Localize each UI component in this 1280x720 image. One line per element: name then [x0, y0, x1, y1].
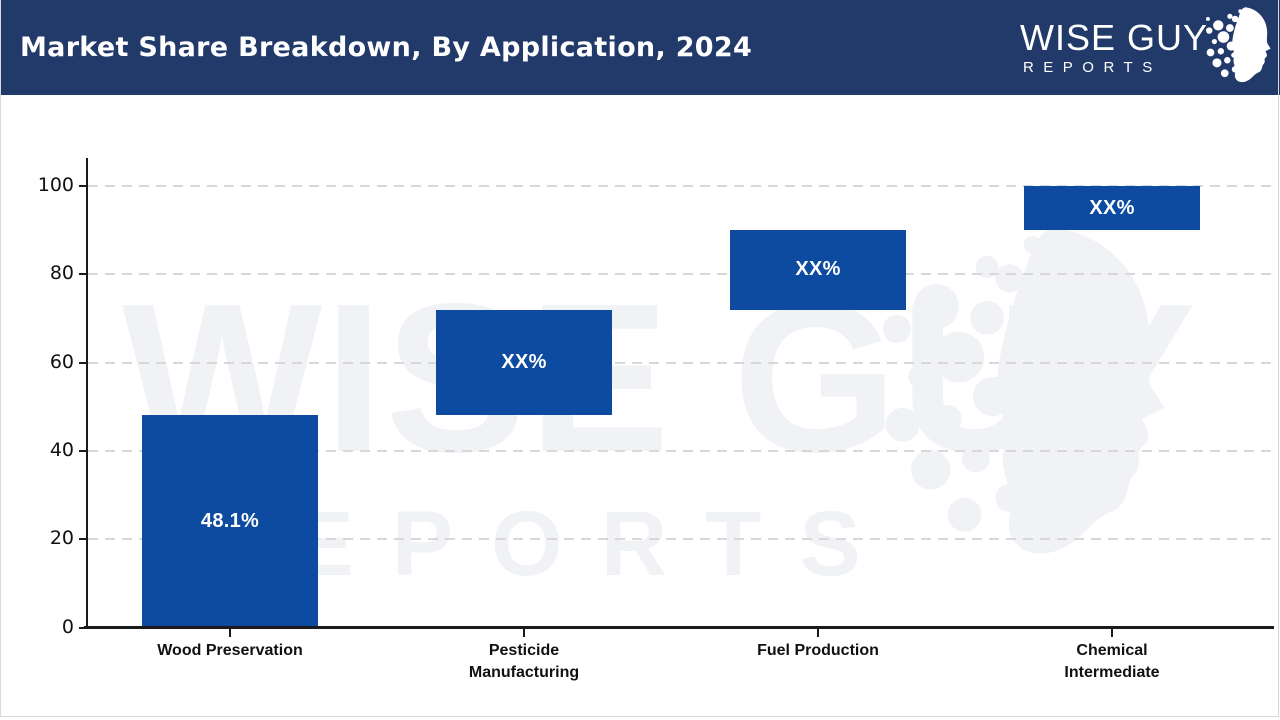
y-tick-label: 100	[37, 174, 74, 196]
gridline	[88, 185, 1272, 187]
gridline	[88, 538, 1272, 541]
x-tick-mark	[1111, 629, 1113, 637]
header: Market Share Breakdown, By Application, …	[0, 0, 1280, 95]
gridline	[88, 449, 1272, 452]
y-tick-label: 40	[49, 438, 74, 461]
bar: XX%	[730, 230, 906, 310]
y-tick-mark	[79, 449, 86, 452]
bar-value-label: XX%	[1089, 196, 1135, 219]
y-tick-label: 60	[49, 350, 74, 373]
x-tick-mark	[817, 629, 819, 637]
logo-head-icon	[1205, 7, 1271, 83]
logo-line1: WISE GUY	[1019, 17, 1208, 58]
bar-value-label: XX%	[795, 258, 841, 281]
y-tick-mark	[79, 361, 86, 364]
page-title: Market Share Breakdown, By Application, …	[20, 32, 753, 63]
x-tick-mark	[229, 629, 231, 637]
category-label: Pesticide Manufacturing	[468, 642, 580, 681]
gridline	[88, 273, 1272, 276]
y-tick-label: 20	[49, 527, 74, 550]
bar: XX%	[436, 309, 612, 416]
category-label: Chemical Intermediate	[1064, 642, 1160, 681]
wiseguy-logo: WISE GUY REPORTS	[1020, 4, 1274, 92]
y-tick-label: 0	[61, 615, 74, 638]
y-tick-mark	[79, 273, 86, 276]
y-axis-line	[86, 158, 88, 629]
bar-value-label: 48.1%	[200, 509, 260, 532]
category-label: Fuel Production	[757, 642, 879, 659]
bar: XX%	[1024, 186, 1200, 231]
x-axis-line	[84, 626, 1274, 629]
y-tick-mark	[79, 538, 86, 541]
bar-value-label: XX%	[501, 350, 547, 373]
logo-line2: REPORTS	[1022, 59, 1162, 76]
gridline	[88, 361, 1272, 364]
logo-wordmark: WISE GUY REPORTS	[1019, 17, 1208, 77]
bar: 48.1%	[142, 415, 318, 628]
y-tick-label: 80	[49, 262, 74, 285]
category-label: Wood Preservation	[157, 642, 303, 659]
y-tick-mark	[79, 185, 86, 187]
x-tick-mark	[523, 629, 525, 637]
y-tick-mark	[79, 626, 86, 629]
